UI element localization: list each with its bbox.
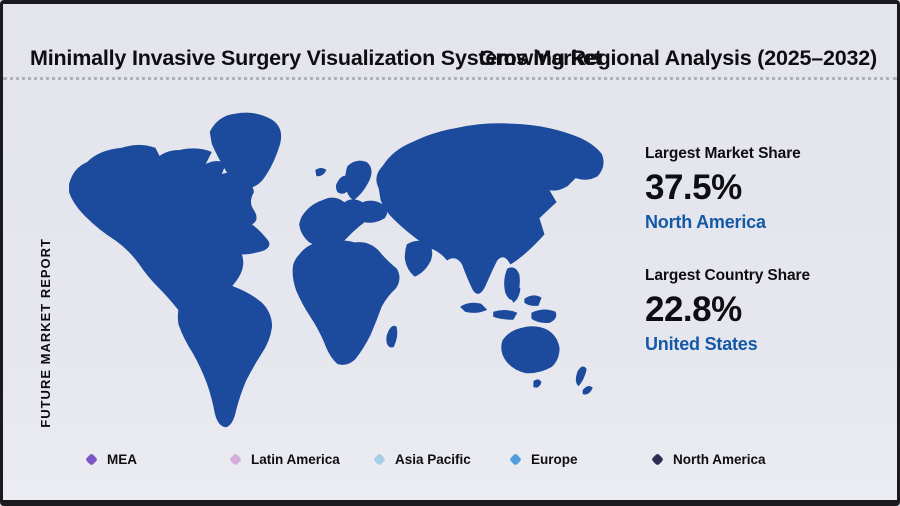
legend-label: Europe bbox=[531, 451, 578, 467]
stat-value: 22.8% bbox=[645, 290, 742, 329]
map-asia bbox=[376, 123, 604, 294]
map-north-america bbox=[69, 144, 270, 317]
map-indonesia-1 bbox=[460, 302, 488, 313]
world-map bbox=[59, 90, 647, 430]
diamond-icon bbox=[509, 452, 522, 466]
legend-label: Latin America bbox=[251, 451, 340, 467]
legend-item-north-america: North America bbox=[651, 449, 766, 469]
watermark-text: FUTURE MARKET REPORT bbox=[37, 238, 53, 428]
diamond-icon bbox=[85, 452, 98, 466]
dotted-divider bbox=[3, 77, 897, 80]
stat-label: Largest Market Share bbox=[645, 145, 801, 162]
map-new-zealand-south bbox=[582, 386, 593, 395]
map-philippines bbox=[510, 285, 521, 303]
stat-region: North America bbox=[645, 212, 766, 232]
legend-item-asia-pacific: Asia Pacific bbox=[373, 449, 471, 469]
map-indonesia-3 bbox=[524, 295, 542, 306]
diamond-icon bbox=[229, 452, 242, 466]
map-new-zealand-north bbox=[575, 366, 587, 387]
map-arabia bbox=[404, 240, 433, 277]
stat-largest-country-share: Largest Country Share 22.8% United State… bbox=[645, 267, 895, 355]
map-africa bbox=[292, 240, 400, 365]
stat-region: United States bbox=[645, 334, 758, 354]
map-europe bbox=[299, 197, 388, 249]
map-uk bbox=[335, 175, 350, 194]
map-scandinavia bbox=[345, 160, 372, 201]
stat-label: Largest Country Share bbox=[645, 267, 810, 284]
legend-item-mea: MEA bbox=[85, 449, 137, 469]
world-map-svg bbox=[69, 112, 604, 428]
map-australia bbox=[501, 326, 560, 374]
page-title-primary: Minimally Invasive Surgery Visualization… bbox=[30, 46, 602, 70]
legend-item-latin-america: Latin America bbox=[229, 449, 340, 469]
page-title-secondary: Growing Regional Analysis (2025–2032) bbox=[478, 46, 877, 70]
diamond-icon bbox=[651, 452, 664, 466]
legend-label: North America bbox=[673, 451, 766, 467]
map-new-guinea bbox=[531, 309, 557, 323]
watermark: FUTURE MARKET REPORT bbox=[27, 238, 63, 428]
legend: MEA Latin America Asia Pacific Europe No… bbox=[3, 449, 897, 471]
map-iceland bbox=[315, 168, 327, 177]
legend-label: MEA bbox=[107, 451, 137, 467]
map-madagascar bbox=[386, 325, 398, 348]
stat-largest-market-share: Largest Market Share 37.5% North America bbox=[645, 145, 895, 233]
map-tasmania bbox=[533, 379, 542, 388]
diamond-icon bbox=[373, 452, 386, 466]
map-japan bbox=[528, 189, 543, 223]
legend-label: Asia Pacific bbox=[395, 451, 471, 467]
map-greenland bbox=[209, 112, 282, 189]
legend-item-europe: Europe bbox=[509, 449, 578, 469]
map-south-america bbox=[177, 281, 273, 428]
stat-value: 37.5% bbox=[645, 168, 742, 207]
map-indonesia-2 bbox=[493, 309, 518, 320]
